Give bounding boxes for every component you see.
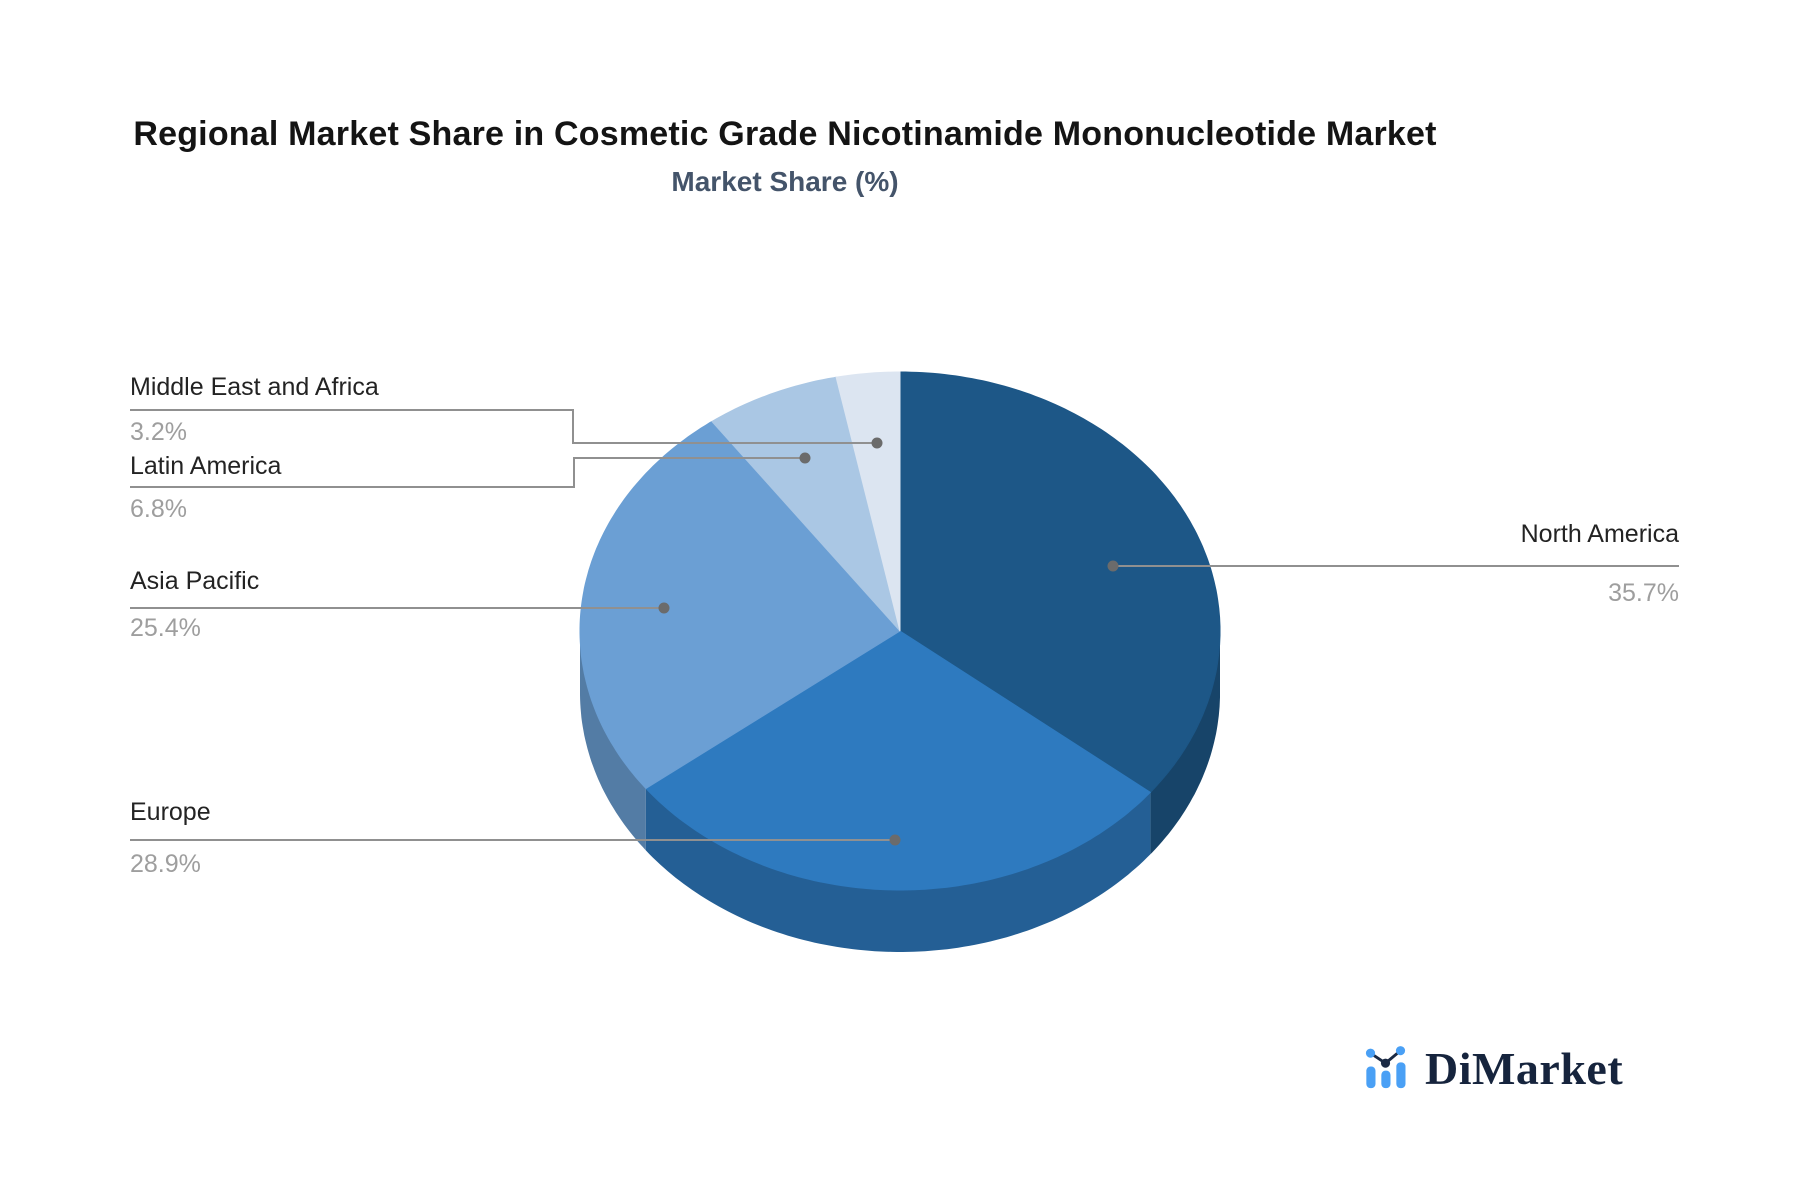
dimarket-logo-text: DiMarket xyxy=(1425,1043,1624,1094)
pie-slice-latin-america[interactable] xyxy=(711,376,901,632)
slice-label-europe: Europe xyxy=(130,798,211,826)
dimarket-logo-icon xyxy=(1365,1045,1406,1088)
slice-value-europe: 28.9% xyxy=(130,850,201,878)
dimarket-logo: DiMarket xyxy=(1363,1042,1623,1095)
slice-label-north-america: North America xyxy=(1520,520,1679,548)
chart-title: Regional Market Share in Cosmetic Grade … xyxy=(133,115,1437,153)
chart-subtitle: Market Share (%) xyxy=(671,166,899,197)
slice-label-asia-pacific: Asia Pacific xyxy=(130,567,260,595)
pie-slice-europe[interactable] xyxy=(644,630,1152,891)
pie-slice-asia-pacific[interactable] xyxy=(579,420,901,790)
pie-wall-north-america xyxy=(1150,631,1220,855)
connector-dot-asia-pacific xyxy=(658,602,670,614)
slice-label-middle-east-and-africa: Middle East and Africa xyxy=(130,373,379,401)
pie-wall-europe xyxy=(645,788,1151,952)
connector-latin-america xyxy=(130,457,805,488)
slice-label-latin-america: Latin America xyxy=(130,452,282,480)
pie-wall-asia-pacific xyxy=(580,631,646,851)
slice-value-north-america: 35.7% xyxy=(1608,579,1679,607)
slice-value-middle-east-and-africa: 3.2% xyxy=(130,418,187,446)
pie-slice-middle-east-and-africa[interactable] xyxy=(835,371,901,632)
connector-dot-latin-america xyxy=(799,452,811,464)
connector-dot-middle-east-and-africa xyxy=(871,437,883,449)
slice-value-latin-america: 6.8% xyxy=(130,495,187,523)
pie-slice-north-america[interactable] xyxy=(899,371,1221,793)
connector-dot-europe xyxy=(889,834,901,846)
connector-middle-east-and-africa xyxy=(130,409,877,444)
slice-value-asia-pacific: 25.4% xyxy=(130,614,201,642)
connector-dot-north-america xyxy=(1107,560,1119,572)
